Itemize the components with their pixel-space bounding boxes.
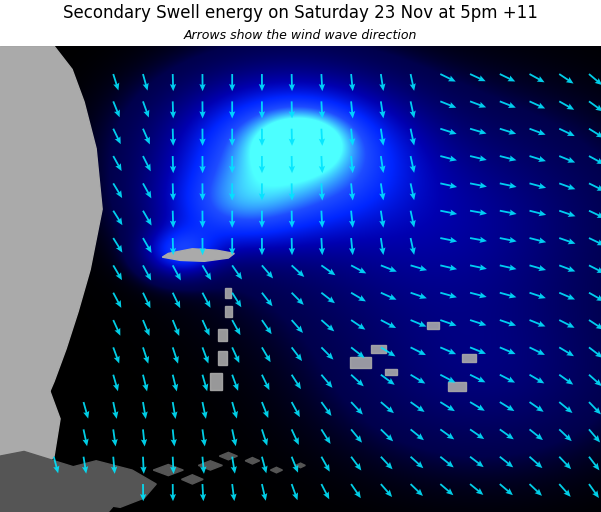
Polygon shape: [245, 458, 260, 464]
Polygon shape: [0, 46, 102, 465]
Polygon shape: [350, 357, 371, 369]
Polygon shape: [182, 475, 203, 484]
Polygon shape: [162, 249, 234, 261]
Polygon shape: [225, 306, 232, 317]
Polygon shape: [210, 373, 222, 390]
Polygon shape: [385, 369, 397, 375]
Polygon shape: [60, 461, 156, 507]
Polygon shape: [448, 381, 466, 391]
Polygon shape: [270, 467, 282, 473]
Text: Arrows show the wind wave direction: Arrows show the wind wave direction: [184, 30, 417, 42]
Polygon shape: [0, 349, 60, 498]
Polygon shape: [427, 322, 439, 329]
Polygon shape: [462, 354, 476, 362]
Polygon shape: [153, 464, 183, 476]
Polygon shape: [0, 452, 120, 512]
Polygon shape: [218, 329, 227, 341]
Polygon shape: [371, 345, 386, 353]
Polygon shape: [198, 461, 222, 470]
Polygon shape: [296, 463, 305, 468]
Polygon shape: [218, 351, 227, 365]
Polygon shape: [219, 453, 237, 460]
Text: Secondary Swell energy on Saturday 23 Nov at 5pm +11: Secondary Swell energy on Saturday 23 No…: [63, 4, 538, 22]
Polygon shape: [225, 288, 231, 297]
